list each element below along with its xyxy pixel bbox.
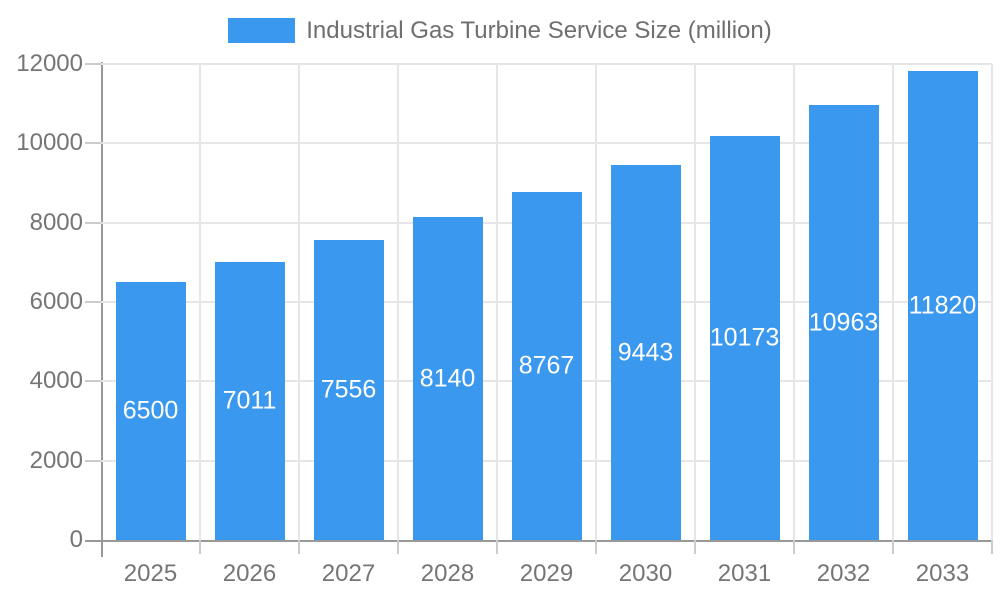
bar-2032[interactable] bbox=[808, 105, 879, 540]
bar-2028[interactable] bbox=[412, 217, 483, 540]
y-axis-label: 12000 bbox=[16, 50, 83, 77]
gridline-horizontal bbox=[101, 142, 992, 145]
bar-value-label: 10963 bbox=[808, 308, 879, 337]
bar-value-label: 7011 bbox=[222, 386, 277, 415]
y-axis-line bbox=[101, 62, 103, 557]
y-axis-label: 2000 bbox=[29, 446, 83, 474]
gridline-vertical bbox=[298, 64, 300, 540]
bar-2029[interactable] bbox=[511, 192, 582, 540]
gridline-vertical bbox=[397, 64, 399, 540]
x-axis-label: 2033 bbox=[915, 560, 970, 587]
y-axis-tick bbox=[85, 221, 101, 224]
y-axis-label: 10000 bbox=[16, 129, 83, 157]
gridline-vertical bbox=[199, 64, 201, 540]
x-axis-tick bbox=[595, 540, 597, 554]
bar-value-label: 9443 bbox=[617, 338, 674, 367]
x-axis-tick bbox=[199, 540, 201, 554]
x-axis-line bbox=[85, 540, 992, 542]
x-axis-tick bbox=[397, 540, 399, 554]
x-axis-tick bbox=[694, 540, 696, 554]
bar-2026[interactable] bbox=[214, 261, 285, 540]
bar-2027[interactable] bbox=[313, 240, 384, 540]
x-axis-label: 2027 bbox=[321, 560, 376, 587]
y-axis-label: 0 bbox=[69, 526, 83, 553]
y-axis-label: 8000 bbox=[29, 208, 83, 236]
x-axis-label: 2030 bbox=[618, 560, 673, 587]
gridline-vertical bbox=[496, 64, 498, 540]
x-axis-label: 2032 bbox=[816, 560, 871, 587]
bar-value-label: 10173 bbox=[709, 323, 780, 352]
y-axis-tick bbox=[85, 63, 101, 65]
y-axis-tick bbox=[85, 142, 101, 145]
bar-2030[interactable] bbox=[610, 165, 681, 540]
x-axis-label: 2026 bbox=[222, 560, 277, 587]
x-axis-label: 2025 bbox=[123, 560, 178, 587]
y-axis-label: 6000 bbox=[29, 288, 83, 315]
bar-value-label: 6500 bbox=[122, 396, 179, 425]
legend-swatch-icon bbox=[228, 18, 296, 43]
gridline-horizontal bbox=[101, 63, 992, 65]
bar-2025[interactable] bbox=[115, 282, 186, 540]
y-axis-label: 4000 bbox=[29, 367, 83, 395]
bar-2031[interactable] bbox=[709, 136, 780, 540]
gridline-vertical bbox=[694, 64, 696, 540]
x-axis-label: 2031 bbox=[717, 560, 772, 587]
x-axis-tick bbox=[496, 540, 498, 554]
bar-value-label: 8767 bbox=[518, 351, 575, 380]
bar-value-label: 8140 bbox=[419, 364, 476, 393]
x-axis-tick bbox=[793, 540, 795, 554]
y-axis-tick bbox=[85, 301, 101, 303]
legend-label: Industrial Gas Turbine Service Size (mil… bbox=[306, 17, 772, 44]
legend[interactable]: Industrial Gas Turbine Service Size (mil… bbox=[0, 18, 1000, 43]
gridline-vertical bbox=[595, 64, 597, 540]
x-axis-label: 2028 bbox=[420, 560, 475, 587]
plot-area: 0 2000 4000 6000 8000 10000 12000 6500 2025 7011 2… bbox=[16, 50, 993, 587]
x-axis-tick bbox=[892, 540, 894, 554]
bar-value-label: 7556 bbox=[320, 375, 377, 404]
gridline-vertical bbox=[991, 64, 993, 540]
x-axis-tick bbox=[298, 540, 300, 554]
y-axis-tick bbox=[85, 380, 101, 383]
y-axis-tick bbox=[85, 459, 101, 462]
gridline-vertical bbox=[892, 64, 894, 540]
bar-2033[interactable] bbox=[907, 71, 978, 540]
x-axis-label: 2029 bbox=[519, 560, 574, 587]
bar-value-label: 11820 bbox=[908, 291, 977, 320]
gridline-vertical bbox=[793, 64, 795, 540]
x-axis-tick bbox=[991, 540, 993, 554]
